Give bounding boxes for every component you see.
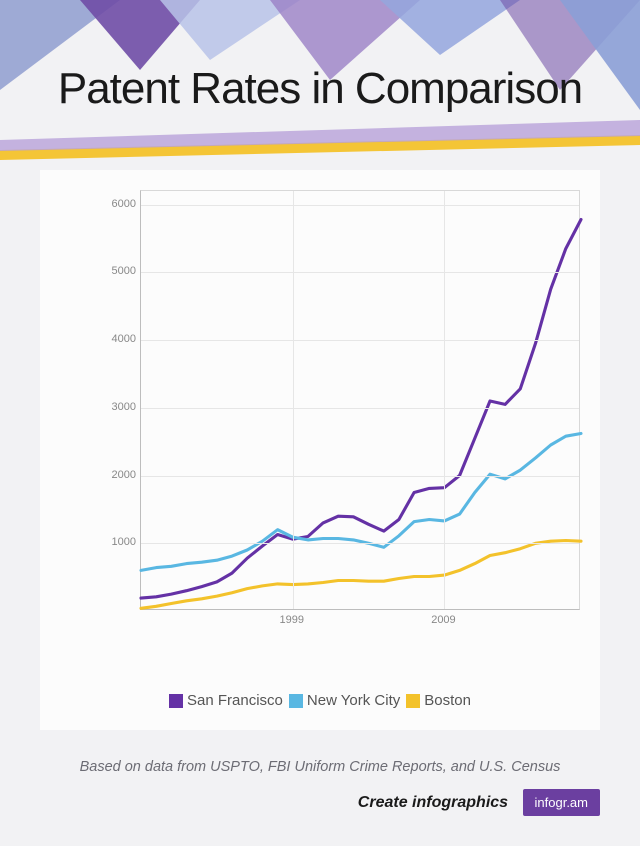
y-tick-label: 5000 xyxy=(100,265,136,277)
legend-label: Boston xyxy=(424,692,471,709)
legend-swatch xyxy=(406,694,420,708)
gridline-v xyxy=(293,191,294,609)
y-tick-label: 3000 xyxy=(100,401,136,413)
plot-box xyxy=(140,190,580,610)
legend-item[interactable]: Boston xyxy=(406,692,471,710)
legend-label: New York City xyxy=(307,692,400,709)
legend-item[interactable]: New York City xyxy=(289,692,400,710)
create-infographics-link[interactable]: Create infographics xyxy=(358,794,508,812)
footer: Based on data from USPTO, FBI Uniform Cr… xyxy=(0,759,640,816)
legend-label: San Francisco xyxy=(187,692,283,709)
legend-swatch xyxy=(289,694,303,708)
legend-swatch xyxy=(169,694,183,708)
gridline-h xyxy=(141,205,579,206)
chart-card: 1000 2000 3000 4000 5000 6000 1999 2009 San Fr… xyxy=(40,170,600,730)
y-tick-label: 6000 xyxy=(100,198,136,210)
y-tick-label: 1000 xyxy=(100,536,136,548)
gridline-v xyxy=(444,191,445,609)
gridline-h xyxy=(141,272,579,273)
y-tick-label: 4000 xyxy=(100,333,136,345)
gridline-h xyxy=(141,543,579,544)
legend: San Francisco New York City Boston xyxy=(40,692,600,710)
gridline-h xyxy=(141,476,579,477)
infogram-badge[interactable]: infogr.am xyxy=(523,789,600,816)
gridline-h xyxy=(141,340,579,341)
y-axis-labels: 1000 2000 3000 4000 5000 6000 xyxy=(100,190,136,610)
series-line xyxy=(141,541,581,609)
x-tick-label: 2009 xyxy=(431,614,455,626)
gridline-h xyxy=(141,408,579,409)
chart-area: 1000 2000 3000 4000 5000 6000 1999 2009 xyxy=(100,190,580,640)
x-tick-label: 1999 xyxy=(279,614,303,626)
page-title: Patent Rates in Comparison xyxy=(0,64,640,114)
legend-item[interactable]: San Francisco xyxy=(169,692,283,710)
y-tick-label: 2000 xyxy=(100,469,136,481)
chart-lines-svg xyxy=(141,191,581,611)
create-row: Create infographics infogr.am xyxy=(0,789,640,816)
source-text: Based on data from USPTO, FBI Uniform Cr… xyxy=(0,759,640,775)
x-axis-labels: 1999 2009 xyxy=(140,614,580,630)
